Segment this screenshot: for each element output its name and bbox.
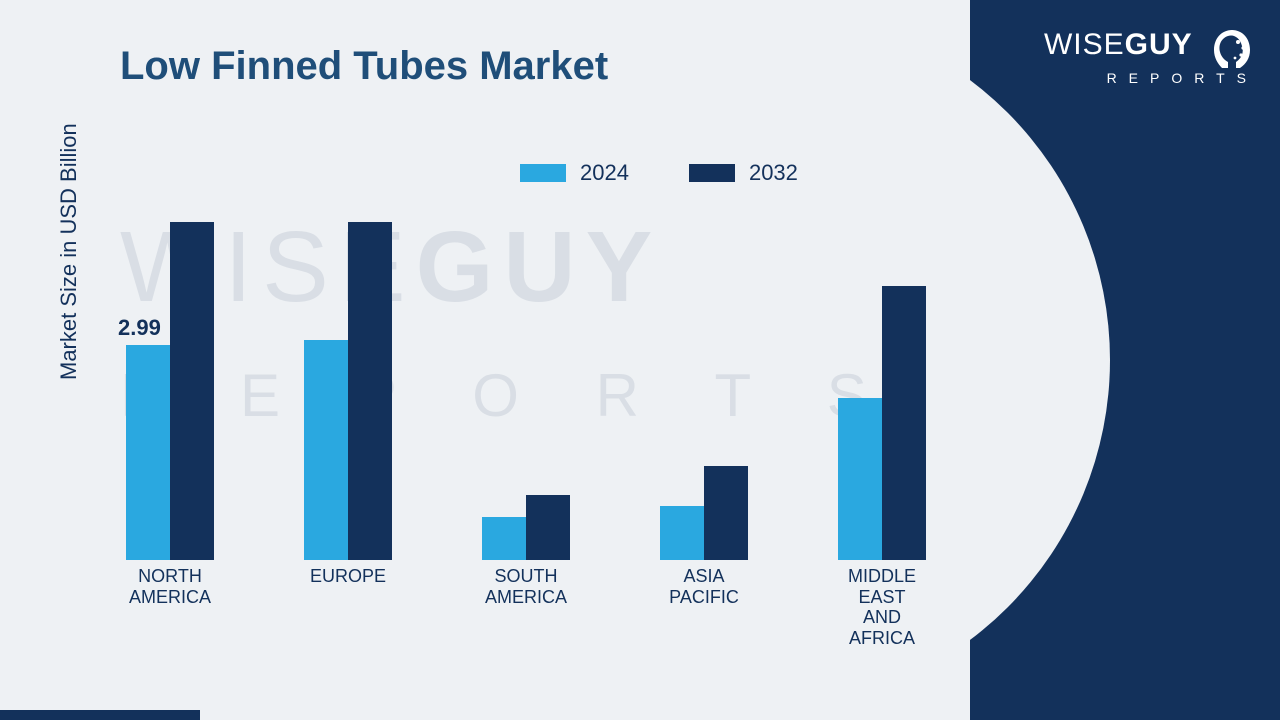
brand-head-icon [1208, 28, 1252, 72]
brand-subtitle: REPORTS [1050, 70, 1258, 86]
legend-swatch [689, 164, 735, 182]
legend-label: 2032 [749, 160, 798, 186]
legend-swatch [520, 164, 566, 182]
plot-area: 2.99NORTHAMERICA EUROPE SOUTHAMERICA ASIAPA… [100, 200, 990, 560]
bar [348, 222, 392, 560]
category-label: ASIAPACIFIC [634, 566, 774, 607]
bar [482, 517, 526, 560]
brand-word-1: WISE [1044, 28, 1125, 61]
legend: 2024 2032 [520, 160, 798, 186]
brand-logo: WISEGUY REPORTS [1044, 28, 1252, 86]
category-label: EUROPE [278, 566, 418, 587]
bar [170, 222, 214, 560]
stage: Low Finned Tubes Market WISEGUY REPORTS … [0, 0, 1280, 720]
bottom-accent [0, 710, 200, 720]
legend-item: 2024 [520, 160, 629, 186]
legend-label: 2024 [580, 160, 629, 186]
bar-group: EUROPE [278, 200, 418, 560]
category-label: MIDDLEEASTANDAFRICA [812, 566, 952, 649]
bar [838, 398, 882, 560]
bar-group: 2.99NORTHAMERICA [100, 200, 240, 560]
bar-group: ASIAPACIFIC [634, 200, 774, 560]
brand-word-2: GUY [1125, 28, 1193, 61]
bar-value-label: 2.99 [118, 315, 161, 341]
bar [882, 286, 926, 560]
bar [526, 495, 570, 560]
bar [704, 466, 748, 560]
bar [304, 340, 348, 560]
y-axis-label: Market Size in USD Billion [56, 123, 82, 380]
category-label: SOUTHAMERICA [456, 566, 596, 607]
bar-group: SOUTHAMERICA [456, 200, 596, 560]
chart-title: Low Finned Tubes Market [120, 44, 608, 89]
bar [660, 506, 704, 560]
bar [126, 345, 170, 560]
legend-item: 2032 [689, 160, 798, 186]
category-label: NORTHAMERICA [100, 566, 240, 607]
bar-group: MIDDLEEASTANDAFRICA [812, 200, 952, 560]
